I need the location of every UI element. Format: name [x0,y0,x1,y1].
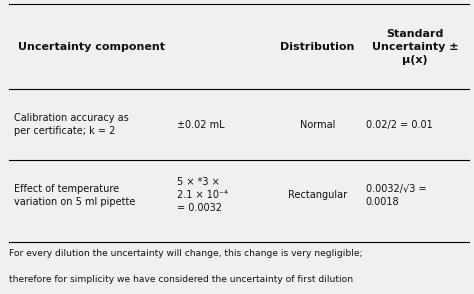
Text: Rectangular: Rectangular [288,190,347,200]
Text: Uncertainty component: Uncertainty component [18,42,164,52]
Text: 0.02/2 = 0.01: 0.02/2 = 0.01 [366,120,433,130]
Text: therefore for simplicity we have considered the uncertainty of first dilution: therefore for simplicity we have conside… [9,275,354,284]
Text: Calibration accuracy as
per certificate; k = 2: Calibration accuracy as per certificate;… [14,113,129,136]
Text: Standard
Uncertainty ±
μ(x): Standard Uncertainty ± μ(x) [372,29,458,65]
Text: ±0.02 mL: ±0.02 mL [177,120,225,130]
Text: For every dilution the uncertainty will change, this change is very negligible;: For every dilution the uncertainty will … [9,249,363,258]
Text: Distribution: Distribution [280,42,355,52]
Text: 0.0032/√3 =
0.0018: 0.0032/√3 = 0.0018 [366,184,427,207]
Text: 5 × *3 ×
2.1 × 10⁻⁴
= 0.0032: 5 × *3 × 2.1 × 10⁻⁴ = 0.0032 [177,177,228,213]
Text: Normal: Normal [300,120,335,130]
Text: Effect of temperature
variation on 5 ml pipette: Effect of temperature variation on 5 ml … [14,184,136,207]
